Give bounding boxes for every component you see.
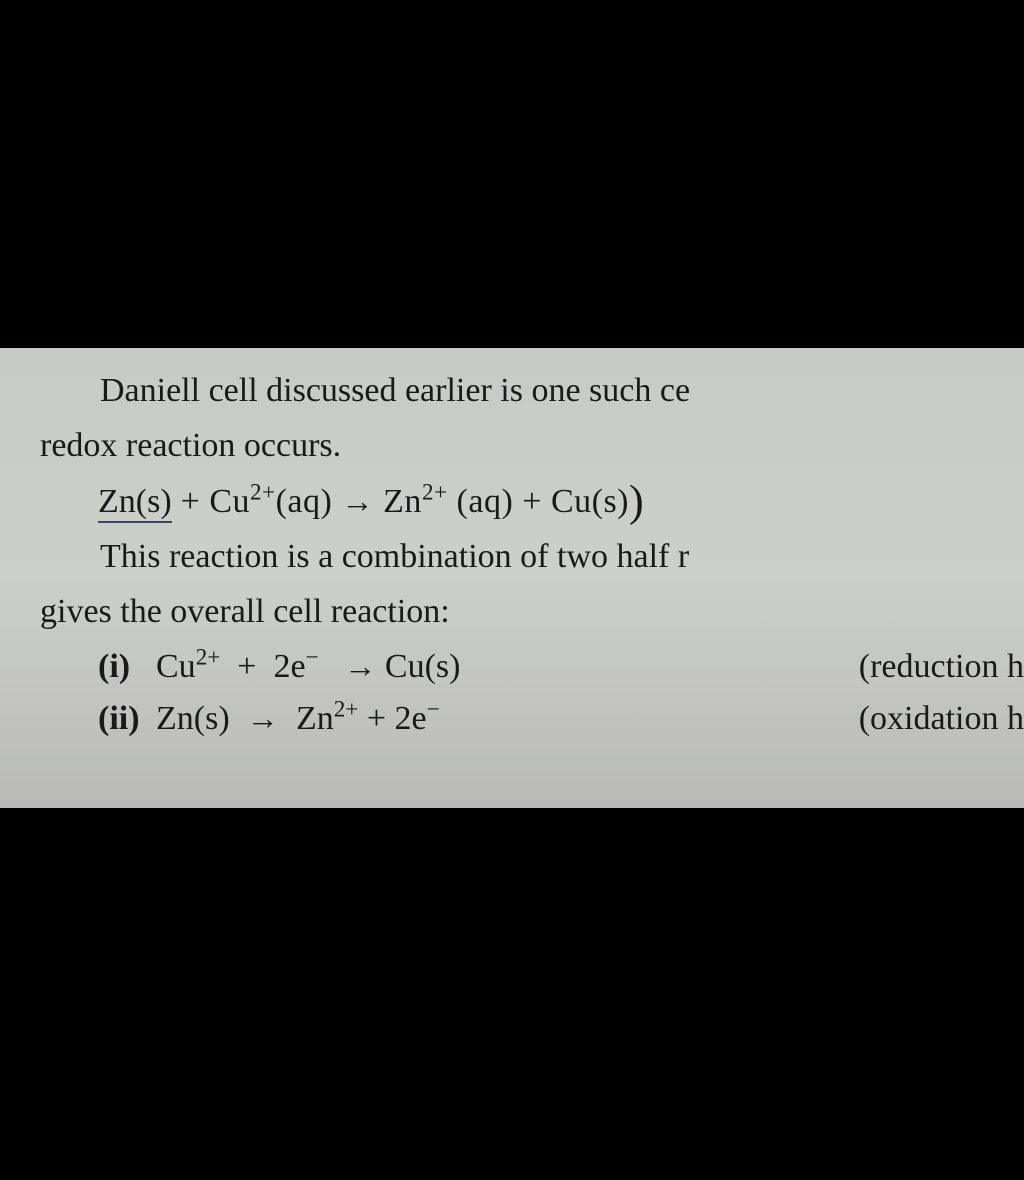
textbook-excerpt: Daniell cell discussed earlier is one su… [0, 348, 1024, 808]
half-reaction-list: (i) Cu2+ + 2e− → Cu(s) (reduction h (ii)… [40, 642, 1024, 743]
half-reaction-oxidation: (ii) Zn(s) → Zn2+ + 2e− (oxidation h [98, 694, 1024, 743]
oxidation-equation: Zn(s) → Zn2+ + 2e− [156, 694, 731, 743]
paragraph-2-line-2: gives the overall cell reaction: [40, 587, 1024, 636]
overall-reaction-equation: Zn(s) + Cu2+(aq) → Zn2+ (aq) + Cu(s)) [40, 477, 1024, 526]
oxidation-label: (oxidation h [859, 694, 1024, 743]
item-marker: (ii) [98, 694, 156, 743]
reduction-label: (reduction h [859, 642, 1024, 691]
paragraph-2-line-1: This reaction is a combination of two ha… [40, 532, 1024, 581]
paragraph-1-line-1: Daniell cell discussed earlier is one su… [40, 366, 1024, 415]
zn-underlined: Zn(s) [98, 483, 172, 523]
reduction-equation: Cu2+ + 2e− → Cu(s) [156, 642, 731, 691]
paragraph-1-line-2: redox reaction occurs. [40, 421, 1024, 470]
half-reaction-reduction: (i) Cu2+ + 2e− → Cu(s) (reduction h [98, 642, 1024, 691]
item-marker: (i) [98, 642, 156, 691]
equation-main-body: + Cu2+(aq) → Zn2+ (aq) + Cu(s) [172, 483, 629, 520]
closing-bracket: ) [629, 476, 644, 525]
